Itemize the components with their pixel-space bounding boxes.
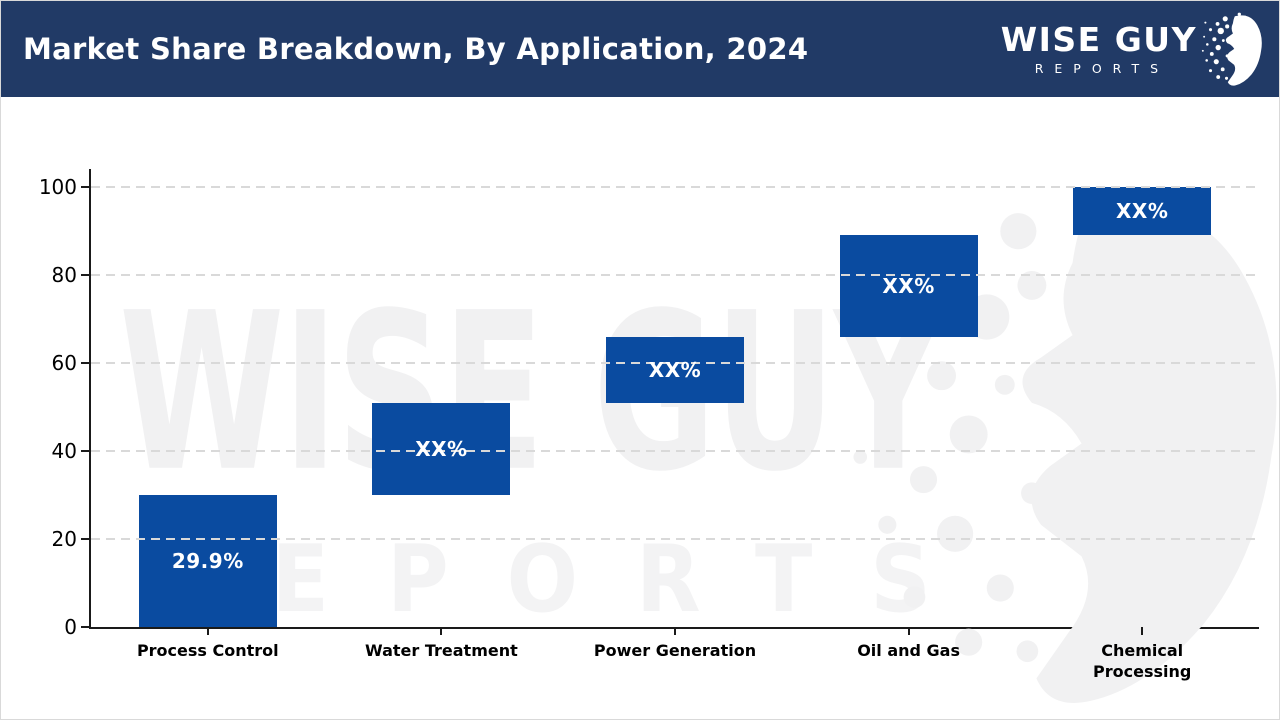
- y-tick: [81, 185, 89, 188]
- gridline: [91, 185, 1259, 188]
- brand-name-text: WISE GUY: [1000, 19, 1197, 59]
- brand-face-icon: [1201, 12, 1262, 86]
- brand-subtitle-text: REPORTS: [1034, 60, 1170, 76]
- bar-value-label: XX%: [648, 358, 702, 383]
- bar-value-label: 29.9%: [171, 549, 244, 574]
- x-axis-label: Process Control: [136, 641, 279, 660]
- bar: [138, 495, 277, 627]
- y-tick-label: 20: [51, 526, 77, 551]
- y-tick-label: 0: [64, 615, 77, 639]
- bar: [372, 403, 511, 496]
- y-tick: [81, 273, 89, 276]
- gridline: [91, 273, 1259, 276]
- header-bar: Market Share Breakdown, By Application, …: [1, 1, 1279, 97]
- y-tick-label: 100: [38, 174, 77, 199]
- y-tick: [81, 449, 89, 452]
- x-tick: [440, 627, 443, 635]
- bar: [839, 235, 978, 337]
- y-tick: [81, 626, 89, 628]
- bar: [606, 336, 744, 404]
- plot-area: WISE GUY REPORTS 29.9% XX% XX% XX% XX% 0 20 40 6…: [39, 169, 1277, 703]
- bar-value-label: XX%: [882, 274, 935, 299]
- brand-logo: WISE GUY REPORTS: [1001, 11, 1263, 88]
- y-tick-label: 60: [51, 350, 77, 375]
- bar: [1073, 186, 1212, 236]
- x-tick: [674, 627, 676, 635]
- bar-value-label: XX%: [415, 437, 468, 462]
- x-axis-label: Water Treatment: [365, 641, 518, 660]
- x-axis-label: Power Generation: [593, 641, 757, 660]
- y-tick: [81, 361, 89, 364]
- bar-value-label: XX%: [1115, 199, 1169, 224]
- brand-wordmark: WISE GUY REPORTS: [1001, 23, 1197, 76]
- y-tick-label: 80: [51, 262, 77, 287]
- x-tick: [206, 627, 209, 635]
- x-tick: [907, 627, 910, 635]
- gridline: [91, 537, 1259, 540]
- page-title: Market Share Breakdown, By Application, …: [23, 32, 809, 66]
- gridline: [91, 449, 1259, 452]
- x-axis-label: Chemical Processing: [1093, 641, 1192, 681]
- x-axis-label: Oil and Gas: [857, 641, 960, 660]
- watermark-text: WISE GUY: [119, 267, 943, 520]
- y-tick: [81, 537, 89, 540]
- gridline: [91, 361, 1259, 364]
- y-tick-label: 40: [51, 438, 77, 463]
- x-tick: [1141, 627, 1144, 635]
